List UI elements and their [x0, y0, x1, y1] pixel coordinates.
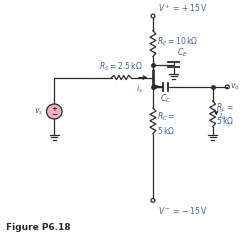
Text: $R_C=$
$5\,\mathrm{k}\Omega$: $R_C=$ $5\,\mathrm{k}\Omega$	[157, 111, 175, 136]
Circle shape	[47, 104, 62, 119]
Text: $R_S=2.5\,\mathrm{k}\Omega$: $R_S=2.5\,\mathrm{k}\Omega$	[99, 61, 143, 73]
Text: $i_o$: $i_o$	[220, 110, 227, 122]
Text: Figure P6.18: Figure P6.18	[6, 223, 70, 232]
Text: $V^+=+15\,\mathrm{V}$: $V^+=+15\,\mathrm{V}$	[158, 2, 207, 14]
Text: $v_o$: $v_o$	[230, 82, 240, 92]
Text: $i_s$: $i_s$	[136, 83, 143, 95]
Text: $R_L=$
$5\,\mathrm{k}\Omega$: $R_L=$ $5\,\mathrm{k}\Omega$	[216, 101, 234, 127]
Text: $R_E=10\,\mathrm{k}\Omega$: $R_E=10\,\mathrm{k}\Omega$	[157, 35, 198, 47]
Text: $v_s$: $v_s$	[34, 106, 43, 117]
Text: +: +	[51, 106, 57, 112]
Text: $C_C$: $C_C$	[160, 93, 172, 105]
Text: $C_E$: $C_E$	[177, 46, 188, 59]
Text: −: −	[51, 110, 58, 119]
Text: $V^-=-15\,\mathrm{V}$: $V^-=-15\,\mathrm{V}$	[158, 204, 207, 216]
